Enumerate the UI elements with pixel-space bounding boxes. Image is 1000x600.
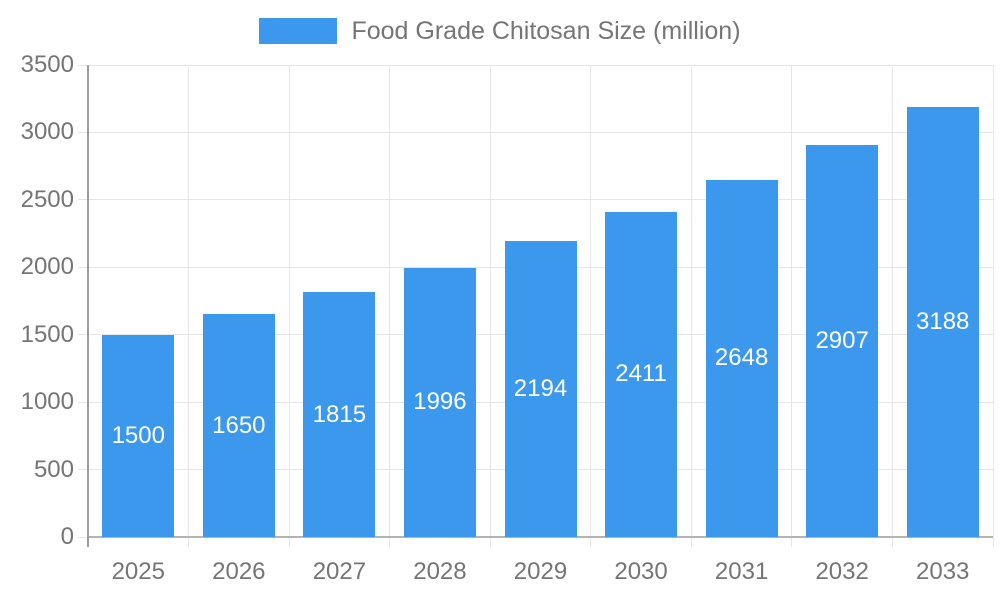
- y-tick-label: 2500: [20, 185, 74, 213]
- h-gridline: [88, 199, 993, 201]
- y-tick-label: 1500: [20, 320, 74, 348]
- y-tick-mark: [78, 266, 88, 268]
- y-tick-mark: [78, 64, 88, 66]
- bar-value-label: 1500: [111, 421, 165, 449]
- x-tick-mark: [992, 537, 994, 547]
- legend-swatch: [259, 18, 338, 44]
- bar-value-label: 2907: [815, 326, 869, 354]
- y-tick-mark: [78, 401, 88, 403]
- bar-value-label: 2648: [714, 344, 769, 372]
- legend-label: Food Grade Chitosan Size (million): [351, 17, 741, 45]
- x-axis-labels: 2025 2026 2027 2028 2029 2030 2031 2032 2033: [88, 557, 993, 591]
- bar-value-label: 2194: [513, 375, 568, 403]
- v-gridline: [992, 65, 994, 537]
- v-gridline: [590, 65, 592, 537]
- x-tick-label: 2027: [312, 558, 367, 585]
- y-tick-label: 1000: [20, 388, 74, 416]
- y-tick-mark: [78, 131, 88, 133]
- bar[interactable]: 3188: [906, 107, 979, 537]
- y-tick-label: 3000: [20, 118, 74, 146]
- y-tick-mark: [78, 199, 88, 201]
- x-tick-label: 2026: [212, 558, 266, 585]
- y-axis-line: [87, 65, 89, 547]
- x-tick-mark: [288, 537, 290, 547]
- x-tick-label: 2032: [815, 558, 869, 585]
- x-tick-mark: [891, 537, 893, 547]
- axis-baseline: [88, 536, 993, 538]
- y-axis-labels: 0 500 1000 1500 2000 2500 3000 3500: [0, 51, 74, 550]
- x-tick-mark: [389, 537, 391, 547]
- bar[interactable]: 1650: [202, 314, 275, 537]
- x-tick-label: 2033: [916, 558, 970, 585]
- bar[interactable]: 1500: [102, 334, 175, 537]
- x-tick-label: 2031: [714, 558, 769, 585]
- plot-area: 1500 1650 1815 1996 2194 2411 2648 2907 3188: [78, 64, 994, 547]
- v-gridline: [389, 65, 391, 537]
- y-tick-label: 3500: [20, 51, 74, 78]
- v-gridline: [791, 65, 793, 537]
- x-tick-mark: [690, 537, 692, 547]
- v-gridline: [288, 65, 290, 537]
- y-tick-mark: [78, 469, 88, 471]
- bar[interactable]: 1815: [303, 292, 376, 537]
- y-tick-label: 2000: [20, 253, 74, 281]
- bar[interactable]: 2907: [806, 144, 879, 537]
- bar[interactable]: 2411: [605, 211, 678, 537]
- bar-value-label: 1815: [312, 400, 367, 428]
- v-gridline: [690, 65, 692, 537]
- x-tick-label: 2028: [413, 558, 467, 585]
- bar-value-label: 3188: [916, 308, 970, 336]
- x-tick-label: 2025: [111, 558, 165, 585]
- v-gridline: [489, 65, 491, 537]
- y-tick-label: 0: [60, 523, 74, 550]
- x-tick-mark: [188, 537, 190, 547]
- bar[interactable]: 1996: [403, 267, 476, 537]
- y-tick-mark: [78, 334, 88, 336]
- x-tick-label: 2030: [614, 558, 668, 585]
- bar-value-label: 1650: [212, 411, 266, 439]
- y-tick-mark: [78, 536, 88, 538]
- h-gridline: [88, 131, 993, 133]
- h-gridline: [88, 64, 993, 66]
- bar-value-label: 1996: [413, 388, 467, 416]
- bar-value-label: 2411: [615, 360, 667, 388]
- y-tick-label: 500: [33, 455, 74, 483]
- x-tick-mark: [590, 537, 592, 547]
- x-tick-mark: [489, 537, 491, 547]
- v-gridline: [188, 65, 190, 537]
- x-tick-label: 2029: [513, 558, 568, 585]
- bar[interactable]: 2648: [705, 179, 778, 537]
- v-gridline: [891, 65, 893, 537]
- x-tick-mark: [791, 537, 793, 547]
- legend[interactable]: Food Grade Chitosan Size (million): [0, 14, 1000, 48]
- bar[interactable]: 2194: [504, 241, 577, 537]
